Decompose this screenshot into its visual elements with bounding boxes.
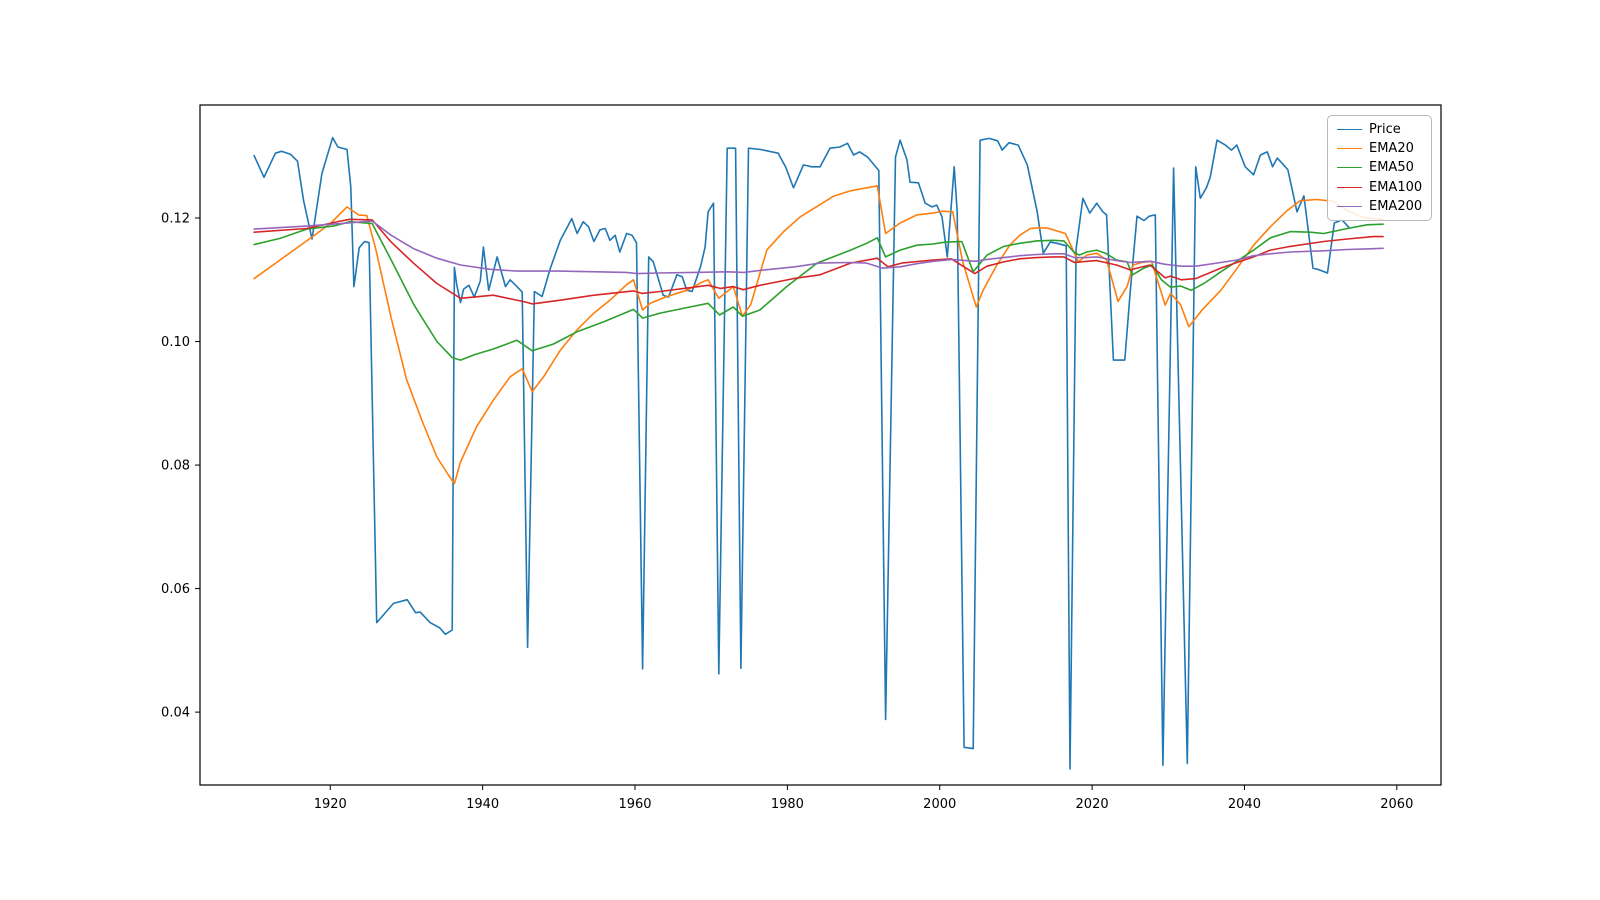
x-tick-label-1940: 1940 (466, 797, 499, 812)
y-tick-label-0.06: 0.06 (161, 582, 190, 597)
legend-label-ema200: EMA200 (1369, 199, 1423, 215)
series-ema100-line (253, 218, 1384, 305)
legend-item-ema200: EMA200 (1337, 198, 1427, 216)
x-tick-label-2000: 2000 (923, 797, 956, 812)
plot-border (199, 104, 1442, 786)
legend-item-price: Price (1337, 120, 1427, 138)
series-ema50-line (253, 220, 1384, 361)
legend-label-ema100: EMA100 (1369, 179, 1423, 195)
legend-label-ema20: EMA20 (1369, 141, 1414, 157)
series-ema20-line (253, 185, 1384, 485)
legend-label-price: Price (1369, 121, 1401, 137)
legend-line-ema20-icon (1337, 148, 1362, 150)
x-tick-label-2020: 2020 (1076, 797, 1109, 812)
legend-item-ema20: EMA20 (1337, 140, 1427, 158)
y-tick-label-0.08: 0.08 (161, 459, 190, 474)
legend-item-ema100: EMA100 (1337, 178, 1427, 196)
legend-label-ema50: EMA50 (1369, 160, 1414, 176)
x-tick-label-1960: 1960 (618, 797, 651, 812)
x-tick-label-1920: 1920 (314, 797, 347, 812)
series-price-line (253, 136, 1350, 770)
x-tick-label-2060: 2060 (1380, 797, 1413, 812)
y-tick-label-0.12: 0.12 (161, 212, 190, 227)
x-tick-label-1980: 1980 (771, 797, 804, 812)
legend-item-ema50: EMA50 (1337, 159, 1427, 177)
legend: Price EMA20 EMA50 EMA100 EMA200 (1327, 115, 1432, 221)
legend-line-ema50-icon (1337, 167, 1362, 169)
legend-line-ema200-icon (1337, 206, 1362, 208)
y-tick-label-0.04: 0.04 (161, 706, 190, 721)
legend-line-price-icon (1337, 128, 1362, 130)
y-tick-label-0.1: 0.10 (161, 335, 190, 350)
legend-line-ema100-icon (1337, 186, 1362, 188)
x-tick-label-2040: 2040 (1228, 797, 1261, 812)
series-ema200-line (253, 220, 1384, 275)
